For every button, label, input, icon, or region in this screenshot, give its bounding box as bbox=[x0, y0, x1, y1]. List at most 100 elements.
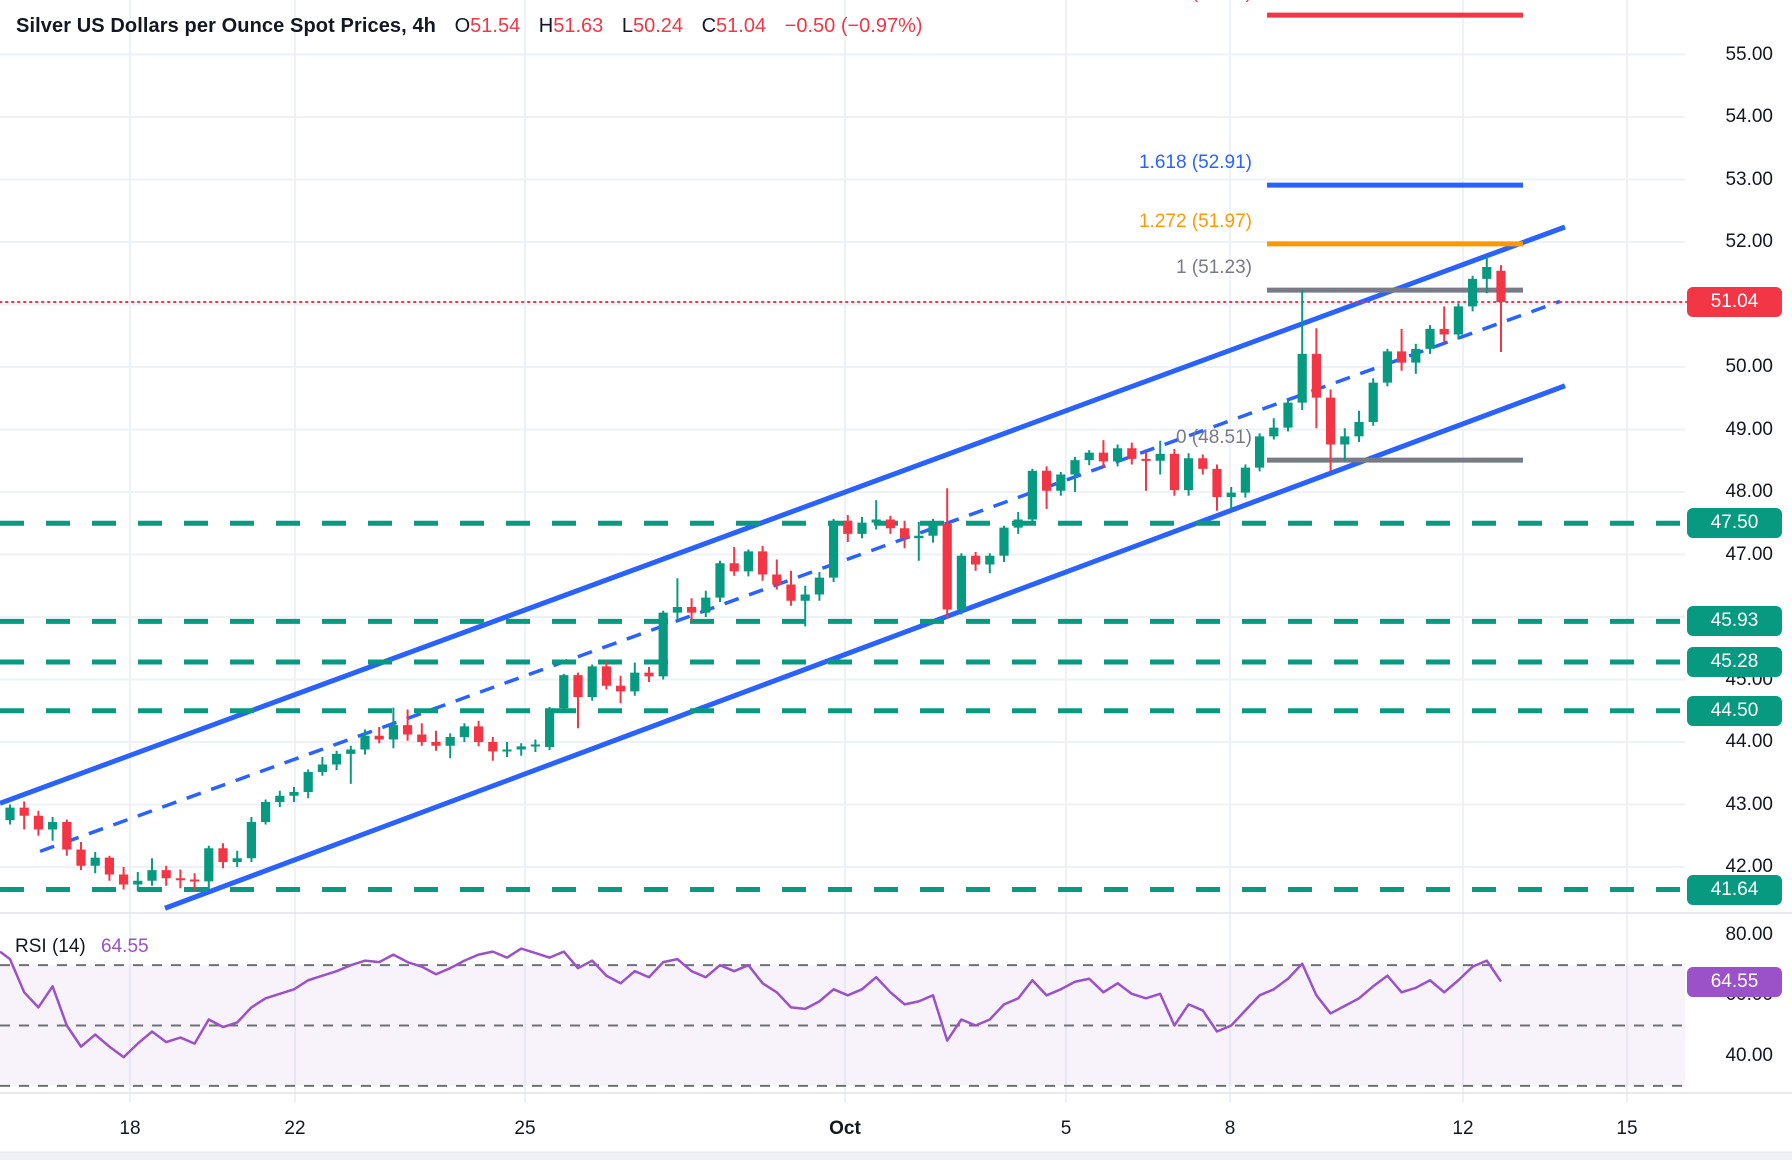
candle-down bbox=[1169, 453, 1179, 491]
candle-down bbox=[1098, 452, 1108, 462]
candle-up bbox=[445, 737, 455, 746]
candle-up bbox=[1382, 351, 1392, 383]
candle-down bbox=[1141, 458, 1151, 461]
price-axis-label: 50.00 bbox=[1725, 356, 1773, 377]
candle-down bbox=[1127, 448, 1137, 459]
price-level-badge: 47.50 bbox=[1687, 508, 1782, 539]
channel-line-mid bbox=[39, 299, 1561, 854]
price-axis-label: 49.00 bbox=[1725, 418, 1773, 440]
price-axis-label: 47.00 bbox=[1725, 543, 1773, 565]
candle-up bbox=[1255, 436, 1265, 468]
candle-up bbox=[914, 535, 924, 539]
price-axis-label: 44.00 bbox=[1725, 731, 1773, 752]
price-axis-label: 54.00 bbox=[1725, 106, 1773, 127]
candle-up bbox=[1084, 452, 1094, 461]
candle-down bbox=[942, 523, 952, 610]
candle-down bbox=[119, 874, 129, 885]
candle-up bbox=[147, 870, 157, 881]
candle-up bbox=[1482, 267, 1492, 279]
candle-down bbox=[1198, 458, 1208, 469]
candle-up bbox=[133, 880, 143, 885]
candle-up bbox=[346, 749, 356, 754]
price-level-badge: 41.64 bbox=[1687, 874, 1782, 905]
candle-up bbox=[261, 802, 271, 822]
candle-down bbox=[417, 734, 427, 742]
candle-up bbox=[204, 848, 214, 882]
candle-up bbox=[956, 555, 966, 610]
price-axis-label: 55.00 bbox=[1725, 43, 1773, 65]
candle-down bbox=[1212, 468, 1222, 497]
candle-up bbox=[1240, 467, 1250, 493]
price-level-badge: 45.28 bbox=[1687, 647, 1782, 677]
candle-down bbox=[19, 807, 29, 816]
candle-up bbox=[332, 753, 342, 765]
candle-up bbox=[317, 764, 327, 772]
candle-up bbox=[857, 522, 867, 534]
time-axis-label: 22 bbox=[284, 1118, 306, 1139]
candle-down bbox=[33, 815, 43, 830]
candle-down bbox=[431, 742, 441, 746]
candle-down bbox=[403, 725, 413, 735]
candle-up bbox=[545, 708, 555, 747]
candle-down bbox=[1439, 328, 1449, 335]
candle-down bbox=[190, 879, 200, 882]
candle-up bbox=[90, 857, 100, 866]
candle-up bbox=[1283, 402, 1293, 428]
candle-down bbox=[687, 607, 697, 613]
time-axis-label: Oct bbox=[829, 1118, 861, 1139]
rsi-axis-label: 80.00 bbox=[1725, 924, 1773, 945]
candle-up bbox=[1340, 436, 1350, 445]
candle-down bbox=[644, 672, 654, 677]
candle-up bbox=[516, 746, 526, 750]
candle-down bbox=[1397, 351, 1407, 363]
candle-up bbox=[1425, 328, 1435, 349]
candle-up bbox=[388, 725, 398, 740]
candle-up bbox=[530, 744, 540, 747]
candle-up bbox=[1368, 382, 1378, 422]
candle-up bbox=[1070, 460, 1080, 475]
candle-up bbox=[871, 519, 881, 523]
candle-down bbox=[374, 735, 384, 740]
candle-down bbox=[885, 519, 895, 529]
candle-up bbox=[587, 666, 597, 697]
candle-up bbox=[1269, 427, 1279, 437]
candle-up bbox=[275, 795, 285, 802]
candle-down bbox=[573, 675, 583, 697]
candle-up bbox=[1453, 306, 1463, 335]
candle-up bbox=[672, 607, 682, 613]
candle-up bbox=[701, 597, 711, 613]
candle-up bbox=[1155, 453, 1165, 461]
candle-up bbox=[814, 577, 824, 595]
bottom-strip bbox=[0, 1152, 1792, 1160]
candle-up bbox=[1027, 470, 1037, 520]
candle-up bbox=[1184, 458, 1194, 491]
price-level-badge: 45.93 bbox=[1687, 606, 1782, 637]
candle-down bbox=[616, 685, 626, 692]
candle-up bbox=[715, 563, 725, 598]
candle-up bbox=[1226, 492, 1236, 497]
candle-up bbox=[246, 822, 256, 859]
candle-up bbox=[829, 520, 839, 578]
candle-up bbox=[1113, 448, 1123, 462]
candle-down bbox=[76, 849, 86, 866]
candle-down bbox=[175, 878, 185, 881]
candle-down bbox=[729, 563, 739, 572]
candle-up bbox=[800, 594, 810, 601]
price-axis-label: 48.00 bbox=[1725, 481, 1773, 502]
candle-down bbox=[1496, 270, 1506, 302]
candle-up bbox=[559, 675, 569, 709]
time-axis-label: 12 bbox=[1452, 1118, 1474, 1139]
candle-down bbox=[161, 870, 171, 879]
rsi-line bbox=[0, 947, 1503, 1059]
candle-up bbox=[303, 772, 313, 792]
candle-up bbox=[743, 551, 753, 572]
candle-up bbox=[630, 672, 640, 692]
candle-down bbox=[786, 584, 796, 601]
time-axis-label: 15 bbox=[1616, 1118, 1638, 1139]
current-price-badge: 51.04 bbox=[1687, 287, 1782, 317]
rsi-axis-label: 40.00 bbox=[1725, 1044, 1773, 1066]
candle-down bbox=[1311, 353, 1321, 398]
price-level-badge: 44.50 bbox=[1687, 695, 1782, 726]
